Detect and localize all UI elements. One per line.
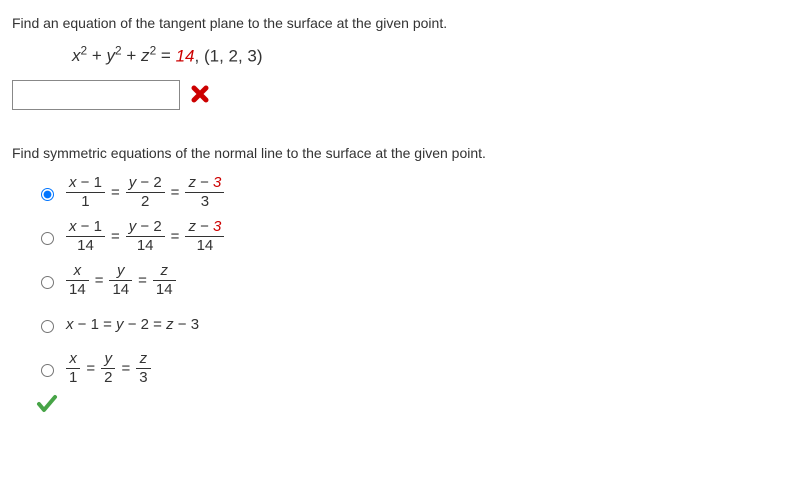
option-content-1: x − 114=y − 214=z − 314 xyxy=(66,218,224,255)
option-content-2: x14=y14=z14 xyxy=(66,262,176,299)
option-row-2: x14=y14=z14 xyxy=(36,262,792,300)
option-row-3: x − 1 = y − 2 = z − 3 xyxy=(36,306,792,344)
option-content-3: x − 1 = y − 2 = z − 3 xyxy=(66,316,199,333)
option-radio-4[interactable] xyxy=(41,364,54,377)
tangent-plane-input[interactable] xyxy=(12,80,180,110)
question2-text: Find symmetric equations of the normal l… xyxy=(12,144,792,164)
options-group: x − 11=y − 22=z − 33 x − 114=y − 214=z − … xyxy=(36,174,792,388)
eq-lhs: x2 + y2 + z2 = xyxy=(72,46,176,65)
option-row-0: x − 11=y − 22=z − 33 xyxy=(36,174,792,212)
question1-equation: x2 + y2 + z2 = 14, (1, 2, 3) xyxy=(72,44,792,67)
option-radio-2[interactable] xyxy=(41,276,54,289)
incorrect-icon xyxy=(190,84,210,107)
answer-row xyxy=(12,80,792,110)
option-content-0: x − 11=y − 22=z − 33 xyxy=(66,174,224,211)
option-row-1: x − 114=y − 214=z − 314 xyxy=(36,218,792,256)
option-radio-1[interactable] xyxy=(41,232,54,245)
option-content-4: x1=y2=z3 xyxy=(66,350,151,387)
correct-icon xyxy=(36,394,792,417)
option-radio-0[interactable] xyxy=(41,188,54,201)
option-radio-3[interactable] xyxy=(41,320,54,333)
eq-rhs-rest: , (1, 2, 3) xyxy=(195,46,263,65)
eq-rhs-val: 14 xyxy=(176,46,195,65)
option-row-4: x1=y2=z3 xyxy=(36,350,792,388)
question1-text: Find an equation of the tangent plane to… xyxy=(12,14,792,34)
